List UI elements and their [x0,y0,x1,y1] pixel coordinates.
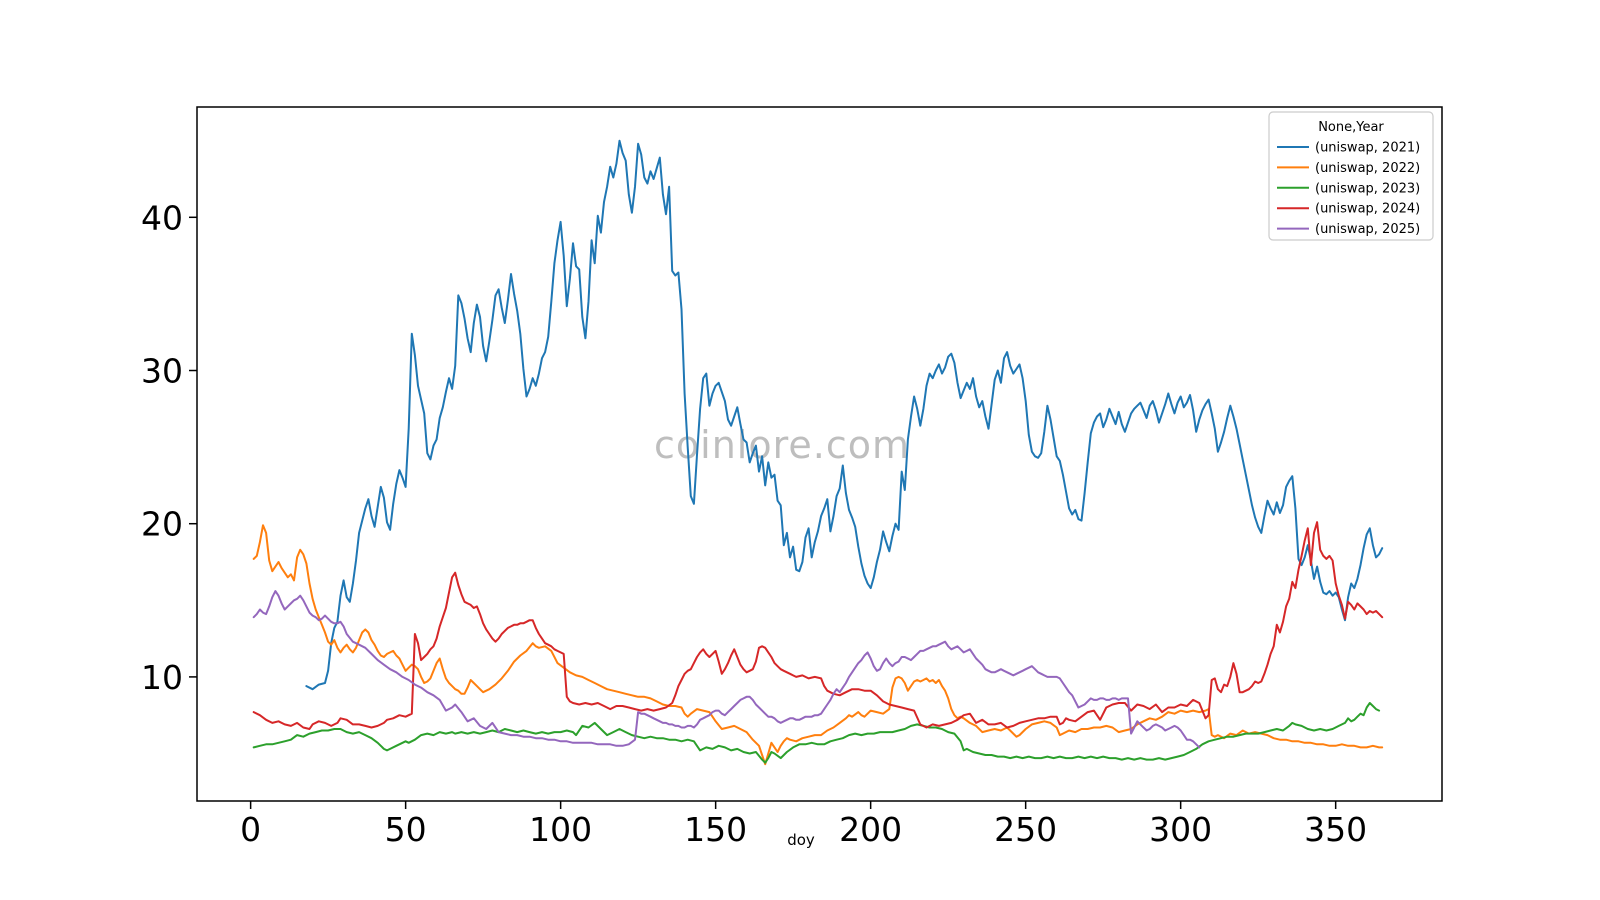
series-line-2021 [305,139,1384,691]
x-tick-label: 350 [1304,810,1367,849]
y-tick-label: 40 [141,198,183,237]
x-axis-label: doy [787,831,815,849]
legend-entry-label: (uniswap, 2025) [1315,222,1420,237]
series-lines [252,139,1384,766]
legend-entry: (uniswap, 2024) [1277,202,1420,217]
legend-entries: (uniswap, 2021) (uniswap, 2022) (uniswap, … [1277,141,1420,237]
y-tick-label: 20 [141,505,183,544]
legend-entry: (uniswap, 2022) [1277,161,1420,176]
x-axis-ticks: 0 50 100 150 200 250 300 350 [240,801,1367,849]
legend-entry-label: (uniswap, 2022) [1315,161,1420,176]
legend-entry-label: (uniswap, 2023) [1315,181,1420,196]
x-tick-label: 150 [684,810,747,849]
legend-box [1268,111,1434,241]
x-tick-label: 0 [240,810,261,849]
series-line-2023 [252,702,1381,764]
x-tick-label: 300 [1149,810,1212,849]
series-line-2024 [252,521,1384,730]
legend-entry: (uniswap, 2021) [1277,141,1420,156]
plot-area-border [196,106,1443,802]
y-tick-label: 30 [141,352,183,391]
legend-title: None,Year [1318,120,1384,135]
watermark-text: coinlore.com [654,423,910,467]
series-line-2025 [252,590,1201,749]
y-tick-label: 10 [141,658,183,697]
y-axis-ticks: 10 20 30 40 [141,198,197,697]
x-tick-label: 200 [839,810,902,849]
legend: None,Year (uniswap, 2021) (uniswap, 2022)… [1268,111,1434,241]
x-tick-label: 50 [385,810,427,849]
legend-entry-label: (uniswap, 2021) [1315,141,1420,156]
legend-entry: (uniswap, 2025) [1277,222,1420,237]
x-tick-label: 100 [529,810,592,849]
series-line-2022 [252,524,1384,766]
legend-entry-label: (uniswap, 2024) [1315,202,1420,217]
legend-entry: (uniswap, 2023) [1277,181,1420,196]
x-tick-label: 250 [994,810,1057,849]
